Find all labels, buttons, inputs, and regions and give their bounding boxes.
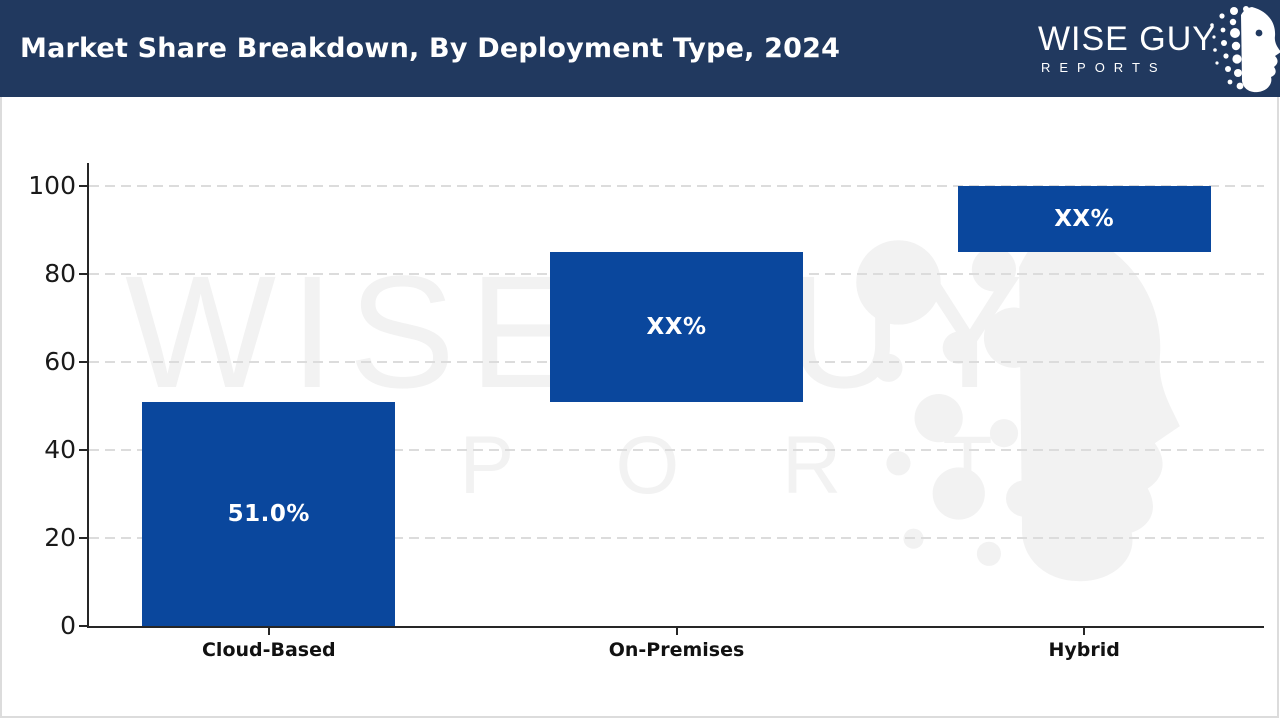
plot-area: 0 20 40 60 80 100 51.0% XX% XX% Cloud-Based On-Pre…	[28, 163, 1264, 661]
watermark-head-icon	[856, 227, 1180, 582]
x-axis-line	[87, 626, 1264, 628]
y-tick-label: 20	[44, 522, 76, 552]
y-tick-label: 60	[44, 347, 76, 377]
bar-segment: XX%	[957, 186, 1211, 253]
y-tick	[79, 273, 87, 276]
y-tick	[79, 361, 87, 364]
y-tick	[79, 449, 87, 452]
logo-text: WISE GUY REPORTS	[1038, 22, 1216, 75]
bar-segment: XX%	[550, 252, 803, 402]
y-axis-line	[87, 163, 89, 628]
logo-wordmark: WISE GUY	[1037, 20, 1216, 58]
y-tick-label: 100	[28, 171, 76, 201]
header-bar: Market Share Breakdown, By Deployment Ty…	[0, 0, 1280, 97]
logo-head-icon	[1210, 5, 1280, 92]
grid-line	[89, 185, 1264, 188]
x-tick	[675, 628, 678, 635]
logo-subtext: REPORTS	[1040, 60, 1167, 75]
y-tick	[79, 537, 87, 540]
y-tick	[79, 185, 87, 188]
wiseguy-logo: WISE GUY REPORTS	[1038, 3, 1280, 95]
bar-segment: 51.0%	[142, 401, 396, 626]
bar-value-label: XX%	[646, 313, 707, 340]
y-tick	[79, 625, 87, 627]
y-tick-label: 80	[44, 259, 76, 289]
x-category-label: Hybrid	[1048, 639, 1120, 661]
grid-line	[89, 449, 1264, 452]
y-tick-label: 0	[60, 610, 76, 640]
x-tick	[1083, 628, 1086, 635]
y-tick-label: 40	[44, 435, 76, 465]
chart-canvas: WISE GUY R E P O R T S 0 20 40 60 80 100 51.0%…	[0, 97, 1280, 720]
chart-title: Market Share Breakdown, By Deployment Ty…	[20, 33, 841, 64]
bar-value-label: 51.0%	[227, 500, 310, 527]
grid-line	[89, 537, 1264, 540]
bar-value-label: XX%	[1054, 206, 1115, 233]
x-category-label: Cloud-Based	[201, 639, 336, 661]
x-tick	[267, 628, 270, 635]
x-category-label: On-Premises	[608, 639, 745, 661]
